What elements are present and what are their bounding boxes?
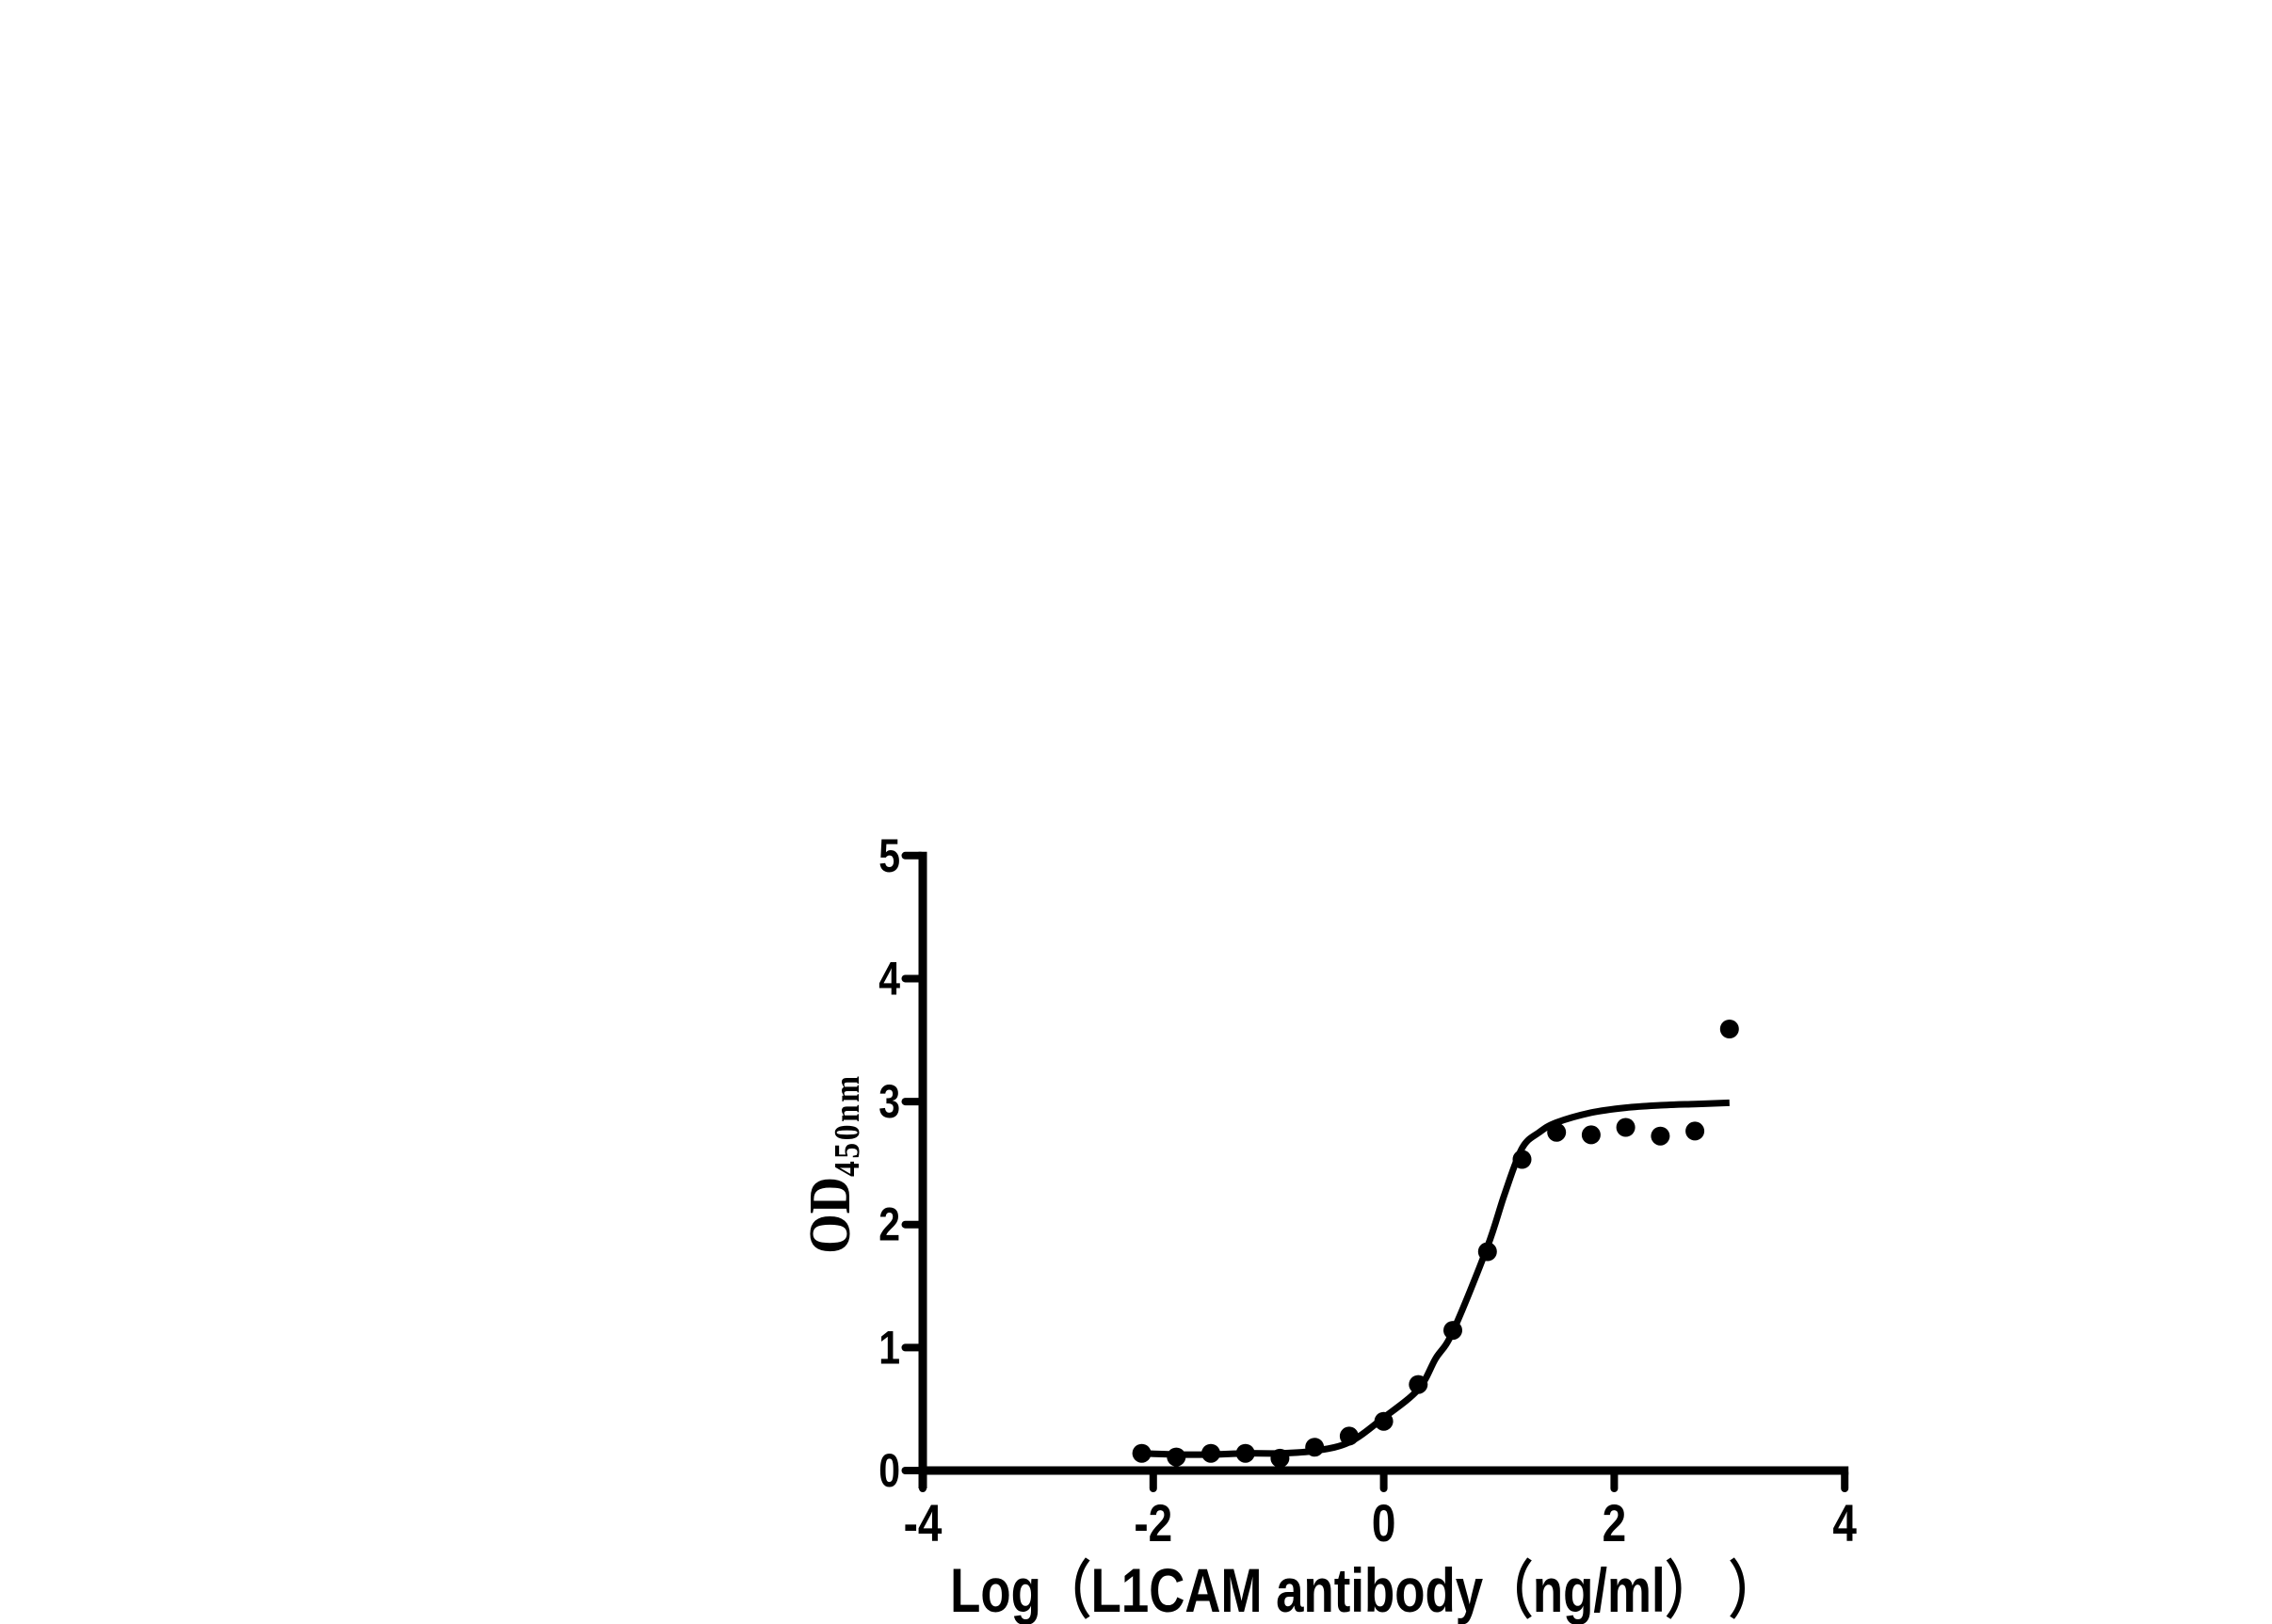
data-point — [1651, 1126, 1670, 1146]
x-tick-label: 4 — [1832, 1494, 1857, 1552]
data-point — [1270, 1448, 1290, 1468]
data-point — [1201, 1443, 1220, 1463]
data-point — [1581, 1125, 1601, 1145]
y-tick-label: 1 — [878, 1322, 900, 1375]
data-point — [1443, 1321, 1462, 1341]
y-axis-title-subscript: 450nm — [827, 1073, 866, 1177]
data-point — [1616, 1118, 1636, 1137]
data-point — [1167, 1447, 1186, 1467]
x-tick-label: 0 — [1372, 1494, 1396, 1552]
y-tick-label: 3 — [878, 1075, 900, 1128]
fit-curve-path — [1141, 1099, 1730, 1458]
data-point — [1512, 1150, 1532, 1169]
data-point — [1305, 1438, 1325, 1457]
y-axis-title-main: OD — [798, 1177, 862, 1254]
data-point — [1477, 1242, 1497, 1262]
x-axis-ticks: -4 -2 0 2 4 — [904, 1469, 1857, 1552]
data-point — [1374, 1411, 1394, 1431]
x-tick-label: -4 — [904, 1494, 943, 1552]
x-tick-label: 2 — [1603, 1494, 1627, 1552]
data-point — [1409, 1375, 1428, 1394]
data-point — [1339, 1426, 1359, 1446]
data-point — [1132, 1443, 1152, 1463]
data-point — [1235, 1443, 1255, 1463]
y-tick-label: 0 — [878, 1444, 900, 1497]
axes — [918, 851, 1849, 1488]
data-point — [1719, 1020, 1739, 1038]
y-tick-label: 2 — [878, 1198, 900, 1251]
x-tick-label: -2 — [1134, 1494, 1172, 1552]
y-axis-title: OD450nm — [798, 1073, 867, 1254]
fit-curve — [1141, 1099, 1730, 1458]
y-tick-label: 4 — [878, 953, 900, 1005]
data-point — [1685, 1121, 1705, 1141]
y-axis-ticks: 0 1 2 3 4 5 — [878, 829, 925, 1497]
data-point — [1547, 1122, 1567, 1142]
x-axis-title: Log（L1CAM antibody（ng/ml） ） — [950, 1555, 1779, 1624]
y-tick-label: 5 — [878, 829, 900, 882]
data-points — [1132, 1020, 1739, 1468]
